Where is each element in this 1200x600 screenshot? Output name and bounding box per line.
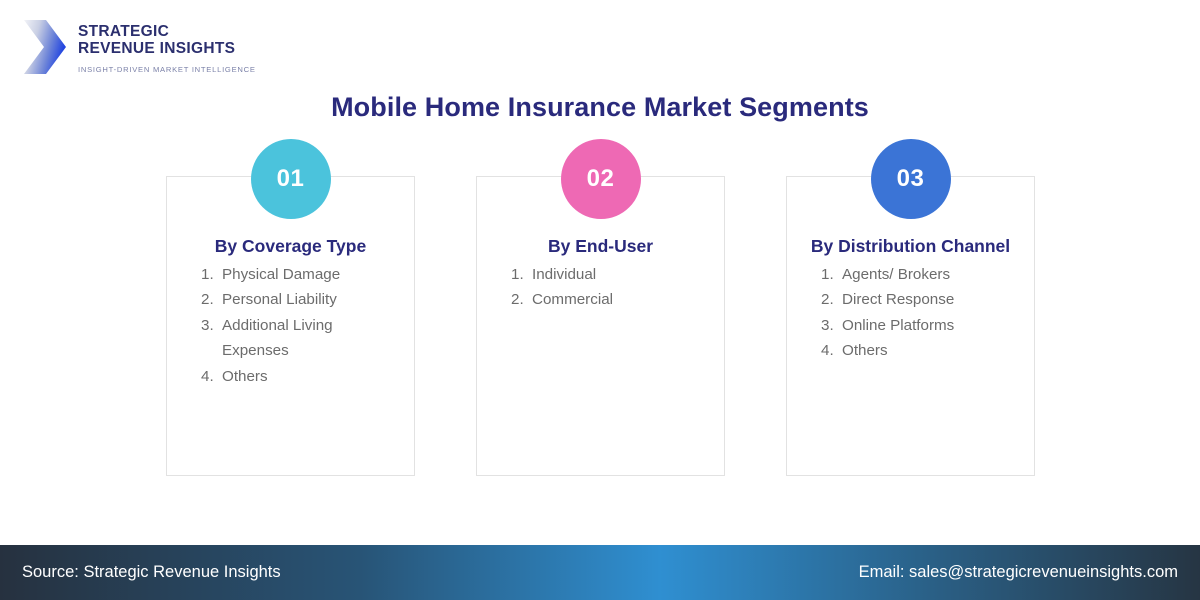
segment-card: 01 By Coverage Type Physical Damage Pers…	[166, 139, 415, 476]
list-item: Personal Liability	[201, 287, 337, 313]
brand-wordmark: STRATEGIC REVENUE INSIGHTS INSIGHT-DRIVE…	[78, 18, 256, 74]
segment-card: 03 By Distribution Channel Agents/ Broke…	[786, 139, 1035, 476]
segment-card-title: By Coverage Type	[214, 236, 367, 256]
page-title: Mobile Home Insurance Market Segments	[331, 92, 869, 122]
brand-logo: STRATEGIC REVENUE INSIGHTS INSIGHT-DRIVE…	[22, 18, 256, 76]
segment-item-list: Individual Commercial	[477, 262, 724, 313]
chevron-arrow-logo-icon	[22, 18, 68, 76]
brand-name-line2: REVENUE INSIGHTS	[78, 40, 236, 58]
segment-item-list: Physical Damage Personal Liability Addit…	[167, 262, 414, 389]
list-item: Additional Living Expenses	[201, 313, 333, 360]
segment-item-list: Agents/ Brokers Direct Response Online P…	[787, 262, 1034, 364]
footer-bar: Source: Strategic Revenue Insights Email…	[0, 545, 1200, 600]
footer-email[interactable]: Email: sales@strategicrevenueinsights.co…	[858, 563, 1178, 581]
list-item: Physical Damage	[201, 262, 341, 288]
list-item: Commercial	[511, 287, 614, 313]
brand-name-line1: STRATEGIC	[78, 23, 170, 40]
segment-card-list: 01 By Coverage Type Physical Damage Pers…	[166, 139, 1035, 476]
list-item: Individual	[511, 262, 597, 288]
segment-number-badge: 03	[870, 139, 951, 219]
segment-number-badge: 02	[560, 139, 641, 219]
segment-card: 02 By End-User Individual Commercial	[476, 139, 725, 476]
segment-card-title: By End-User	[547, 236, 654, 256]
list-item: Direct Response	[821, 287, 955, 313]
segment-number-badge: 01	[250, 139, 331, 219]
list-item: Online Platforms	[821, 313, 955, 339]
list-item: Others	[201, 364, 268, 390]
list-item: Agents/ Brokers	[821, 262, 951, 288]
brand-tagline: INSIGHT-DRIVEN MARKET INTELLIGENCE	[78, 64, 256, 74]
footer-source: Source: Strategic Revenue Insights	[22, 563, 281, 581]
list-item: Others	[821, 338, 888, 364]
segment-card-title: By Distribution Channel	[810, 236, 1011, 256]
